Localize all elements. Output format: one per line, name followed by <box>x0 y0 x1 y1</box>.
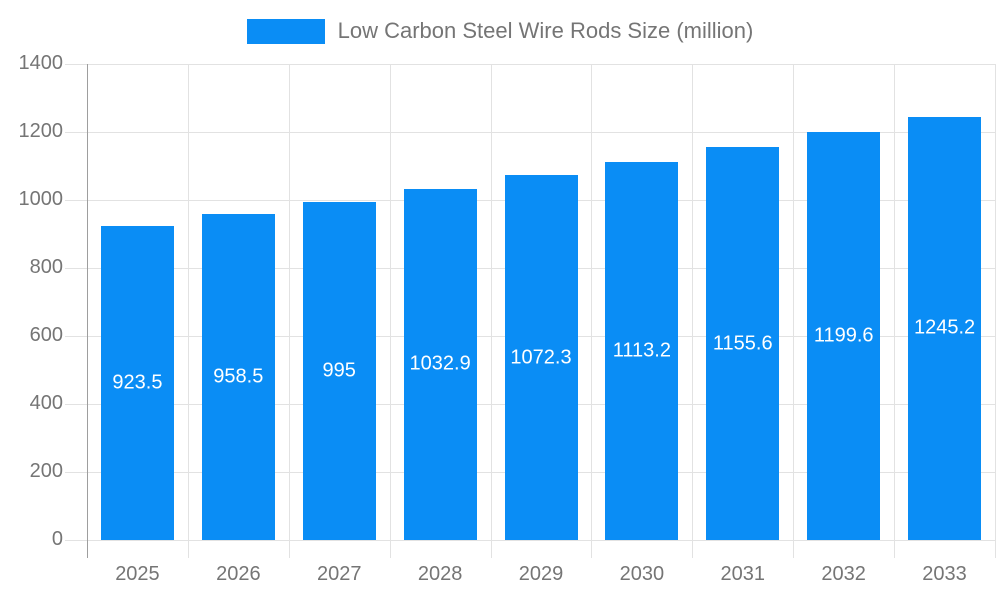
legend-label: Low Carbon Steel Wire Rods Size (million… <box>337 18 754 43</box>
bar-2032[interactable]: 1199.6 <box>807 132 881 540</box>
bar-value-label: 1245.2 <box>913 316 976 339</box>
chart-legend[interactable]: Low Carbon Steel Wire Rods Size (million… <box>0 17 1000 45</box>
x-axis-tick-label: 2031 <box>720 563 766 585</box>
bar-2033[interactable]: 1245.2 <box>908 116 982 540</box>
y-axis-tick-label: 600 <box>29 324 63 347</box>
bar-2031[interactable]: 1155.6 <box>706 147 780 540</box>
bar-2028[interactable]: 1032.9 <box>403 188 477 540</box>
y-gridline <box>65 540 995 541</box>
x-axis-tick-label: 2026 <box>216 563 261 585</box>
bar-value-label: 958.5 <box>213 365 264 388</box>
x-gridline <box>692 64 694 558</box>
x-axis-tick-label: 2029 <box>518 563 564 585</box>
y-axis-tick-label: 800 <box>29 256 63 279</box>
x-axis-tick-label: 2033 <box>922 563 967 585</box>
bar-2029[interactable]: 1072.3 <box>504 175 578 540</box>
bar-value-label: 1113.2 <box>612 339 671 362</box>
x-axis-tick-label: 2025 <box>115 563 160 585</box>
x-gridline <box>591 64 593 558</box>
y-gridline <box>65 64 995 65</box>
bar-value-label: 1155.6 <box>712 332 773 355</box>
y-axis-tick-label: 1200 <box>18 120 64 143</box>
y-gridline <box>65 132 995 133</box>
x-gridline <box>490 64 492 558</box>
y-axis-tick-label: 1400 <box>18 52 64 75</box>
x-axis-tick-label: 2032 <box>821 563 866 585</box>
bar-2027[interactable]: 995 <box>302 201 376 540</box>
x-axis-tick-label: 2030 <box>619 563 665 585</box>
x-gridline <box>894 64 896 558</box>
bar-value-label: 995 <box>322 359 356 382</box>
x-axis-tick-label: 2028 <box>417 563 463 585</box>
x-gridline <box>288 64 290 558</box>
bar-2030[interactable]: 1113.2 <box>605 161 679 540</box>
legend-swatch <box>246 18 325 44</box>
y-axis-tick-label: 400 <box>29 392 63 415</box>
bar-value-label: 1199.6 <box>813 324 874 347</box>
x-axis-tick-label: 2027 <box>316 563 362 585</box>
bar-value-label: 1032.9 <box>409 352 471 375</box>
y-axis-line <box>87 64 88 558</box>
x-gridline <box>793 64 795 558</box>
bar-2026[interactable]: 958.5 <box>201 214 275 540</box>
x-gridline <box>995 64 996 558</box>
x-gridline <box>187 64 189 558</box>
y-axis-tick-label: 200 <box>29 460 63 483</box>
y-axis-tick-label: 1000 <box>18 188 64 211</box>
bar-2025[interactable]: 923.5 <box>100 226 174 540</box>
bar-value-label: 1072.3 <box>510 346 572 369</box>
x-gridline <box>389 64 391 558</box>
y-axis-tick-label: 0 <box>51 528 63 551</box>
bar-value-label: 923.5 <box>112 371 163 394</box>
